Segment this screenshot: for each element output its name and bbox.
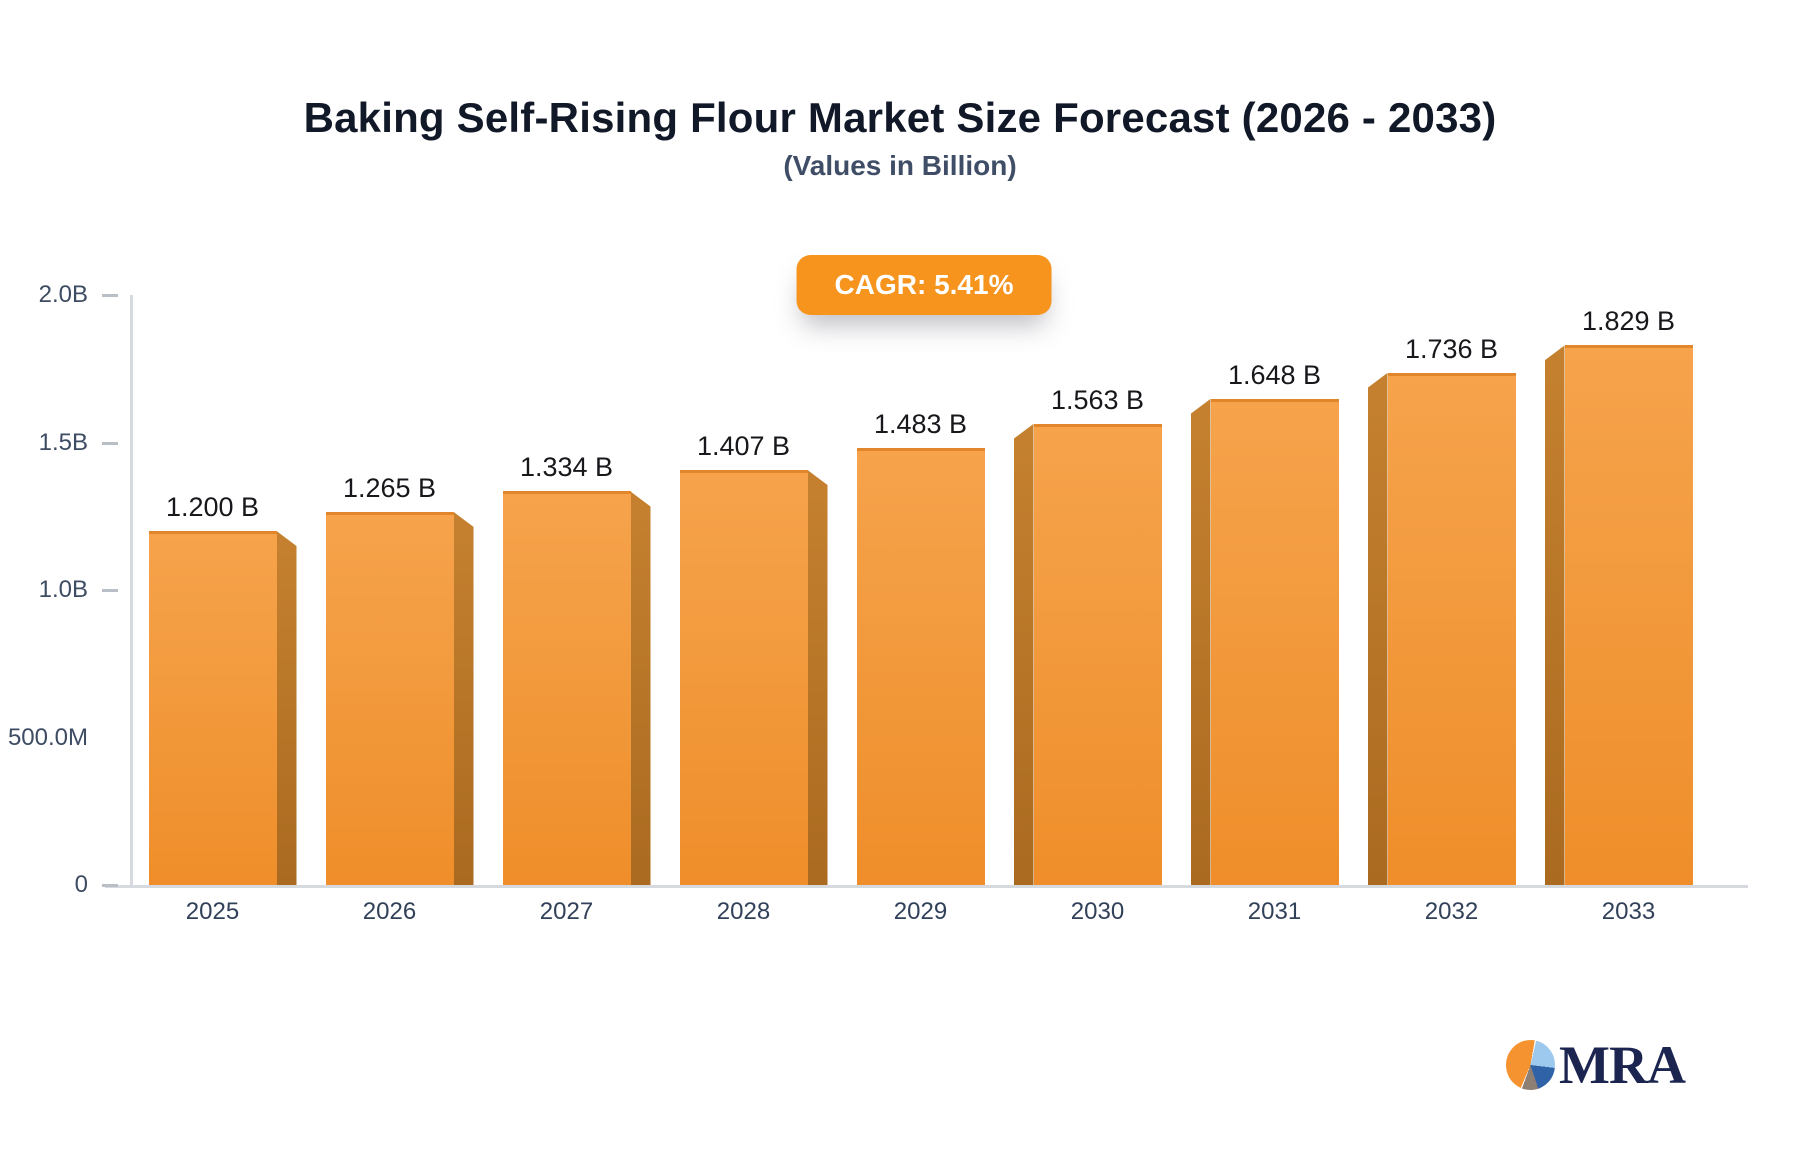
bar-value-label: 1.407 B <box>696 430 791 461</box>
x-tick-label-2028: 2028 <box>716 898 771 925</box>
bar-side-face[interactable] <box>1367 372 1388 885</box>
bar-2030[interactable] <box>1033 423 1162 885</box>
page-subtitle: (Values in Billion) <box>783 150 1017 181</box>
bar-value-label: 1.829 B <box>1581 306 1676 337</box>
x-tick-label-2030: 2030 <box>1070 898 1125 925</box>
bar-2025[interactable] <box>148 531 277 885</box>
bar-value-label: 1.563 B <box>1050 384 1145 415</box>
bar-chart: 1.200 B 1.265 B 1.334 B 1.407 B 1.483 B 1.563… <box>0 295 1800 885</box>
y-tick-label: 2.0B <box>38 281 88 308</box>
y-axis-line <box>130 295 133 888</box>
logo: MRA <box>1506 1035 1686 1095</box>
bar-value-label: 1.200 B <box>165 492 260 522</box>
bar-2029[interactable] <box>856 447 985 885</box>
x-tick-label-2031: 2031 <box>1247 898 1302 925</box>
bar-side-face[interactable] <box>1013 423 1034 885</box>
bar-2028[interactable] <box>679 469 808 885</box>
x-tick-label-2032: 2032 <box>1424 898 1479 925</box>
y-tick-label: 500.0M <box>7 723 88 751</box>
x-tick-label-2025: 2025 <box>185 898 240 925</box>
bar-side-face[interactable] <box>1544 345 1565 885</box>
page-title: Baking Self-Rising Flour Market Size For… <box>303 94 1497 141</box>
y-tick-dash <box>102 294 118 297</box>
y-tick-label: 1.0B <box>38 576 88 603</box>
bar-value-label: 1.736 B <box>1404 333 1499 364</box>
y-tick-label: 0 <box>74 871 88 898</box>
x-axis-baseline <box>105 885 1748 888</box>
y-tick-dash <box>102 884 118 887</box>
bar-side-face[interactable] <box>1190 398 1211 885</box>
bar-2027[interactable] <box>502 491 631 885</box>
logo-pie-icon <box>1506 1040 1555 1090</box>
bar-2033[interactable] <box>1564 345 1693 885</box>
y-tick-label: 1.5B <box>38 428 88 456</box>
bar-value-label: 1.648 B <box>1227 359 1322 390</box>
bar-side-face[interactable] <box>453 511 474 885</box>
bar-side-face[interactable] <box>630 491 651 885</box>
x-tick-label-2029: 2029 <box>893 898 948 925</box>
x-tick-label-2033: 2033 <box>1601 898 1656 925</box>
bar-value-label: 1.265 B <box>342 472 437 503</box>
x-tick-label-2026: 2026 <box>362 898 417 925</box>
bar-value-label: 1.334 B <box>519 452 614 483</box>
cagr-badge: CAGR: 5.41% <box>796 255 1052 315</box>
bar-value-label: 1.483 B <box>873 408 968 439</box>
y-tick-dash <box>102 589 118 592</box>
bar-side-face[interactable] <box>276 531 297 885</box>
bar-2032[interactable] <box>1387 372 1516 885</box>
bar-side-face[interactable] <box>807 469 828 885</box>
bar-2031[interactable] <box>1210 398 1339 885</box>
x-tick-label-2027: 2027 <box>539 898 594 925</box>
logo-text: MRA <box>1559 1035 1686 1095</box>
y-tick-dash <box>102 441 118 445</box>
bar-2026[interactable] <box>325 511 454 885</box>
